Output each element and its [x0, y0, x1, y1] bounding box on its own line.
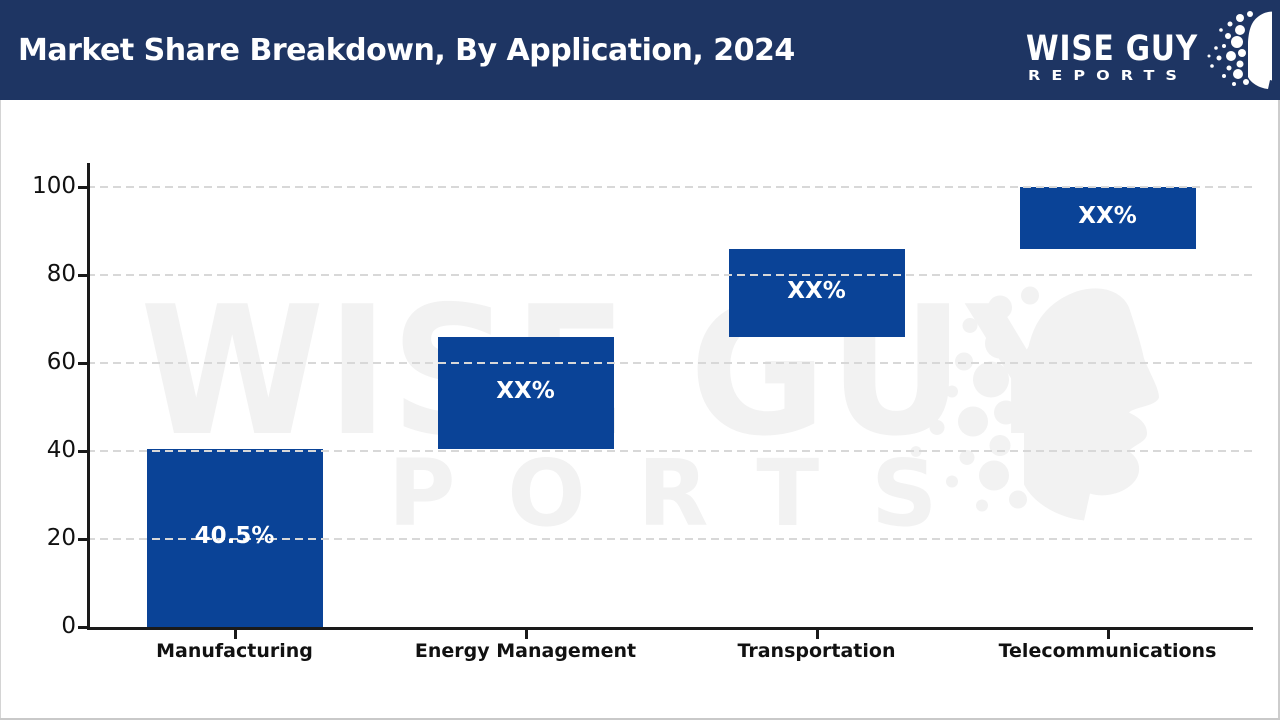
y-axis-tick	[78, 450, 87, 453]
bar-value-label: XX%	[1078, 202, 1137, 229]
x-axis-tick	[815, 630, 819, 639]
x-axis-category-label: Transportation	[737, 640, 896, 662]
y-gridline	[87, 274, 1253, 276]
bar-energy-management	[437, 336, 614, 449]
y-axis-tick-label: 0	[61, 613, 76, 639]
y-axis-tick-label: 20	[46, 525, 76, 551]
y-gridline	[87, 538, 1253, 540]
y-axis-tick	[78, 538, 87, 541]
y-gridline	[87, 450, 1253, 452]
bar-value-label: XX%	[496, 377, 555, 404]
y-axis-tick-label: 80	[46, 261, 76, 287]
logo-reports-text: REPORTS	[1028, 69, 1188, 84]
x-axis-category-label: Manufacturing	[156, 640, 313, 662]
x-axis-tick	[1106, 630, 1110, 639]
bar-value-label: 40.5%	[194, 522, 275, 549]
x-axis-tick	[233, 630, 237, 639]
y-axis-tick	[78, 186, 87, 189]
wise-guy-logo: WISE GUY REPORTS	[1022, 8, 1272, 92]
watermark-text-wiseguy: WISE GUY.	[140, 268, 1128, 475]
y-axis-tick-label: 100	[32, 173, 76, 199]
y-axis-tick-label: 60	[46, 349, 76, 375]
x-axis-category-label: Energy Management	[414, 640, 637, 662]
logo-wiseguy-text: WISE GUY	[1026, 29, 1198, 69]
bar-telecommunications	[1019, 187, 1196, 249]
header-bar: Market Share Breakdown, By Application, …	[0, 0, 1280, 100]
x-axis-category-label: Telecommunications	[998, 640, 1217, 662]
logo-head-icon	[1207, 11, 1272, 89]
y-axis-tick	[78, 362, 87, 365]
y-gridline	[87, 186, 1253, 188]
y-axis-line	[87, 163, 90, 630]
watermark-text-reports: PORTS	[388, 440, 990, 547]
x-axis-line	[87, 627, 1253, 630]
watermark-head-icon	[902, 286, 1159, 521]
y-axis-tick	[78, 626, 87, 629]
y-axis-tick	[78, 274, 87, 277]
bar-transportation	[728, 248, 905, 337]
y-axis-tick-label: 40	[46, 437, 76, 463]
page-title: Market Share Breakdown, By Application, …	[18, 32, 795, 68]
y-gridline	[87, 362, 1253, 364]
x-axis-tick	[524, 630, 528, 639]
bar-value-label: XX%	[787, 277, 846, 304]
bar-manufacturing	[146, 448, 323, 627]
